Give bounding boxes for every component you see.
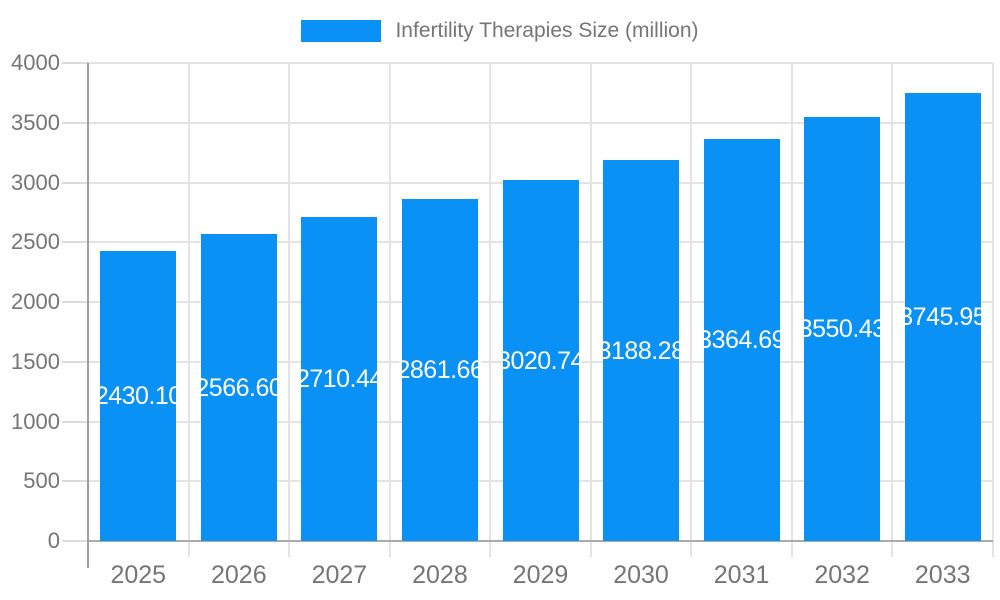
y-tick-label-1000: 1000 xyxy=(11,408,60,434)
x-tick-label-2030: 2030 xyxy=(613,561,669,589)
y-tick-4000 xyxy=(62,62,88,64)
bar-value-label-2027: 2710.44 xyxy=(295,365,383,394)
y-tick-1500 xyxy=(62,360,88,363)
y-tick-label-0: 0 xyxy=(47,528,60,553)
y-tick-0 xyxy=(62,540,88,542)
bar-value-label-2025: 2430.10 xyxy=(94,381,182,410)
gridline-v-4 xyxy=(489,63,492,557)
y-tick-1000 xyxy=(62,420,88,423)
bar-2028[interactable] xyxy=(401,199,478,541)
bar-value-label-2028: 2861.66 xyxy=(396,356,484,385)
y-tick-label-3500: 3500 xyxy=(11,109,60,135)
y-tick-2500 xyxy=(62,241,88,244)
y-tick-label-500: 500 xyxy=(23,468,60,494)
gridline-v-2 xyxy=(288,63,291,557)
y-tick-3000 xyxy=(62,181,88,184)
bar-value-label-2030: 3188.28 xyxy=(597,336,685,365)
bar-value-label-2026: 2566.60 xyxy=(195,373,283,402)
x-tick-label-2029: 2029 xyxy=(512,561,569,589)
y-tick-2000 xyxy=(62,301,88,303)
bar-value-label-2033: 3745.95 xyxy=(899,303,987,332)
y-tick-label-4000: 4000 xyxy=(11,50,60,75)
y-tick-500 xyxy=(62,480,88,483)
gridline-v-8 xyxy=(891,63,894,557)
x-tick-label-2026: 2026 xyxy=(211,561,267,589)
legend[interactable]: Infertility Therapies Size (million) xyxy=(0,19,1000,43)
y-axis-line xyxy=(87,63,89,568)
bar-2032[interactable] xyxy=(804,116,881,541)
bar-value-label-2031: 3364.69 xyxy=(698,325,786,354)
y-tick-3500 xyxy=(62,121,88,124)
bar-2026[interactable] xyxy=(200,234,277,541)
gridline-v-5 xyxy=(589,63,592,557)
gridline-v-9 xyxy=(992,63,994,557)
bar-2029[interactable] xyxy=(502,180,579,541)
gridline-v-3 xyxy=(388,63,391,557)
bar-2030[interactable] xyxy=(603,160,680,541)
gridline-v-7 xyxy=(790,63,793,557)
x-axis-baseline xyxy=(88,540,993,542)
gridline-v-1 xyxy=(187,63,190,557)
bar-value-label-2032: 3550.43 xyxy=(798,314,886,343)
x-tick-label-2025: 2025 xyxy=(110,561,167,589)
bar-2031[interactable] xyxy=(703,138,780,541)
bar-value-label-2029: 3020.74 xyxy=(497,346,584,375)
y-tick-label-2000: 2000 xyxy=(11,289,60,314)
x-tick-label-2028: 2028 xyxy=(412,561,468,589)
bar-2025[interactable] xyxy=(100,250,177,541)
y-tick-label-1500: 1500 xyxy=(11,348,60,374)
x-tick-label-2032: 2032 xyxy=(814,561,870,589)
bar-2027[interactable] xyxy=(301,217,378,541)
x-tick-label-2033: 2033 xyxy=(914,561,971,589)
y-tick-label-2500: 2500 xyxy=(11,229,60,255)
gridline-h-3500 xyxy=(88,121,993,124)
y-tick-label-3000: 3000 xyxy=(11,169,60,195)
gridline-v-6 xyxy=(690,63,693,557)
x-tick-label-2031: 2031 xyxy=(713,561,770,589)
legend-series-label: Infertility Therapies Size (million) xyxy=(395,19,699,42)
legend-swatch-icon xyxy=(301,20,382,42)
x-tick-label-2027: 2027 xyxy=(311,561,368,589)
bar-2033[interactable] xyxy=(904,93,981,541)
gridline-h-4000 xyxy=(88,62,993,64)
